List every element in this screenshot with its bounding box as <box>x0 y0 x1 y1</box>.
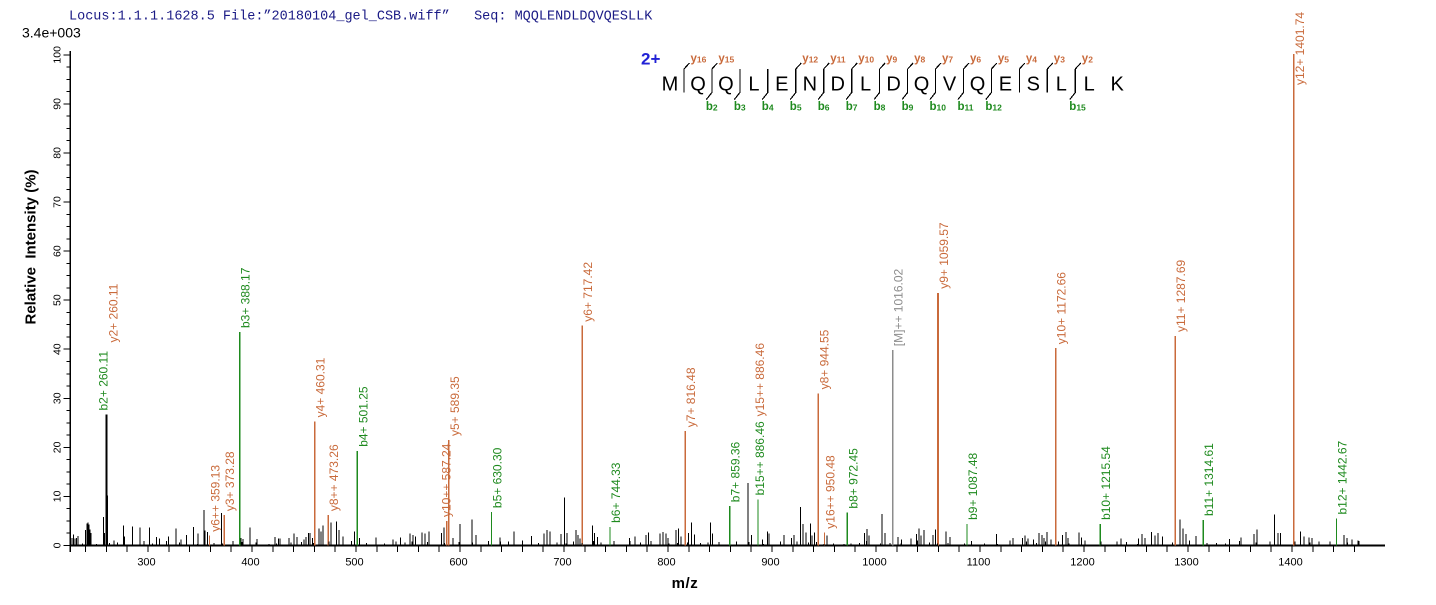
svg-text:40: 40 <box>52 343 64 355</box>
svg-text:30: 30 <box>52 392 64 404</box>
svg-text:b4+ 501.25: b4+ 501.25 <box>356 386 370 447</box>
svg-text:y8+ 944.55: y8+ 944.55 <box>817 329 831 389</box>
svg-text:b3+ 388.17: b3+ 388.17 <box>239 267 253 328</box>
svg-text:N: N <box>803 74 817 96</box>
svg-text:b3: b3 <box>734 101 746 113</box>
svg-text:Locus:1.1.1.1628.5 File:”20180: Locus:1.1.1.1628.5 File:”20180104_gel_CS… <box>69 10 653 25</box>
svg-text:600: 600 <box>449 557 467 569</box>
svg-text:y9: y9 <box>886 53 897 65</box>
svg-text:y15++ 886.46: y15++ 886.46 <box>753 343 767 417</box>
svg-text:y6++ 359.13: y6++ 359.13 <box>209 465 223 532</box>
svg-text:b2+ 260.11: b2+ 260.11 <box>97 351 111 411</box>
svg-text:b8: b8 <box>874 101 886 113</box>
svg-text:y6+ 717.42: y6+ 717.42 <box>581 262 595 322</box>
svg-text:90: 90 <box>52 98 64 110</box>
svg-text:b6: b6 <box>818 101 830 113</box>
svg-text:y12+ 1401.74: y12+ 1401.74 <box>1293 12 1307 85</box>
svg-text:y3+ 373.28: y3+ 373.28 <box>223 451 237 511</box>
svg-text:y10++ 587.24: y10++ 587.24 <box>440 443 454 517</box>
svg-text:b4: b4 <box>762 101 774 113</box>
svg-text:b9+ 1087.48: b9+ 1087.48 <box>966 453 980 520</box>
svg-text:900: 900 <box>761 557 779 569</box>
svg-text:y11+ 1287.69: y11+ 1287.69 <box>1174 259 1188 332</box>
svg-text:3.4e+003: 3.4e+003 <box>22 25 81 41</box>
svg-text:b7+ 859.36: b7+ 859.36 <box>729 441 743 502</box>
svg-text:y4: y4 <box>1026 53 1037 65</box>
svg-text:m/z: m/z <box>672 575 699 592</box>
svg-text:L: L <box>748 74 759 96</box>
svg-text:400: 400 <box>241 557 259 569</box>
svg-text:b11: b11 <box>958 101 974 113</box>
svg-text:L: L <box>860 74 871 96</box>
svg-text:y2: y2 <box>1082 53 1093 65</box>
svg-text:b5: b5 <box>790 101 802 113</box>
svg-text:y10+ 1172.66: y10+ 1172.66 <box>1055 272 1069 345</box>
svg-text:y5+ 589.35: y5+ 589.35 <box>448 376 462 436</box>
svg-text:V: V <box>943 74 957 96</box>
svg-text:1000: 1000 <box>862 557 886 569</box>
svg-text:y16: y16 <box>691 53 707 65</box>
svg-text:Q: Q <box>914 74 930 96</box>
svg-text:E: E <box>775 74 788 96</box>
svg-text:L: L <box>1056 74 1067 96</box>
svg-text:1200: 1200 <box>1070 557 1094 569</box>
svg-text:y10: y10 <box>858 53 874 65</box>
svg-text:b5+ 630.30: b5+ 630.30 <box>491 447 505 508</box>
svg-text:b12: b12 <box>985 101 1002 113</box>
svg-text:b12+ 1442.67: b12+ 1442.67 <box>1335 440 1349 514</box>
svg-text:Q: Q <box>970 74 986 96</box>
svg-text:700: 700 <box>553 557 571 569</box>
svg-text:500: 500 <box>345 557 363 569</box>
svg-text:2+: 2+ <box>641 50 660 69</box>
svg-text:E: E <box>999 74 1012 96</box>
svg-text:D: D <box>830 74 844 96</box>
svg-text:20: 20 <box>52 441 64 453</box>
svg-text:Q: Q <box>718 74 734 96</box>
svg-text:b15: b15 <box>1069 101 1086 113</box>
svg-text:y11: y11 <box>830 53 846 65</box>
svg-text:100: 100 <box>52 46 64 64</box>
svg-text:y7: y7 <box>942 53 953 65</box>
svg-text:b15++ 886.46: b15++ 886.46 <box>753 421 767 495</box>
svg-text:Relative Intensity (%): Relative Intensity (%) <box>23 169 40 324</box>
svg-text:D: D <box>886 74 900 96</box>
svg-text:[M]++ 1016.02: [M]++ 1016.02 <box>892 268 906 346</box>
svg-text:y15: y15 <box>718 53 734 65</box>
svg-text:80: 80 <box>52 147 64 159</box>
svg-text:L: L <box>1084 74 1095 96</box>
svg-text:800: 800 <box>657 557 675 569</box>
svg-text:b11+ 1314.61: b11+ 1314.61 <box>1202 443 1216 516</box>
svg-text:K: K <box>1111 74 1125 96</box>
svg-text:y12: y12 <box>802 53 818 65</box>
svg-text:10: 10 <box>52 490 64 502</box>
svg-text:y8++ 473.26: y8++ 473.26 <box>327 444 341 511</box>
svg-text:50: 50 <box>52 294 64 306</box>
svg-text:y8: y8 <box>914 53 925 65</box>
svg-text:y4+ 460.31: y4+ 460.31 <box>314 357 328 417</box>
svg-text:0: 0 <box>52 542 64 548</box>
svg-text:60: 60 <box>52 245 64 257</box>
svg-text:y16++ 950.48: y16++ 950.48 <box>824 455 838 529</box>
svg-text:y5: y5 <box>998 53 1009 65</box>
svg-text:y6: y6 <box>970 53 981 65</box>
svg-text:1400: 1400 <box>1278 557 1302 569</box>
svg-text:1100: 1100 <box>967 557 991 569</box>
svg-text:70: 70 <box>52 196 64 208</box>
svg-text:S: S <box>1027 74 1040 96</box>
svg-text:y3: y3 <box>1054 53 1065 65</box>
svg-text:b6+ 744.33: b6+ 744.33 <box>609 462 623 523</box>
svg-text:1300: 1300 <box>1174 557 1198 569</box>
svg-text:b9: b9 <box>902 101 914 113</box>
svg-text:b10: b10 <box>930 101 947 113</box>
svg-text:y7+ 816.48: y7+ 816.48 <box>684 367 698 427</box>
svg-text:Q: Q <box>690 74 706 96</box>
svg-text:b2: b2 <box>706 101 718 113</box>
svg-text:b8+ 972.45: b8+ 972.45 <box>846 448 860 509</box>
svg-text:300: 300 <box>137 557 155 569</box>
svg-text:y9+ 1059.57: y9+ 1059.57 <box>937 222 951 289</box>
svg-text:M: M <box>662 74 679 96</box>
svg-text:y2+ 260.11: y2+ 260.11 <box>107 283 121 342</box>
svg-text:b7: b7 <box>846 101 858 113</box>
svg-text:b10+ 1215.54: b10+ 1215.54 <box>1099 446 1113 520</box>
